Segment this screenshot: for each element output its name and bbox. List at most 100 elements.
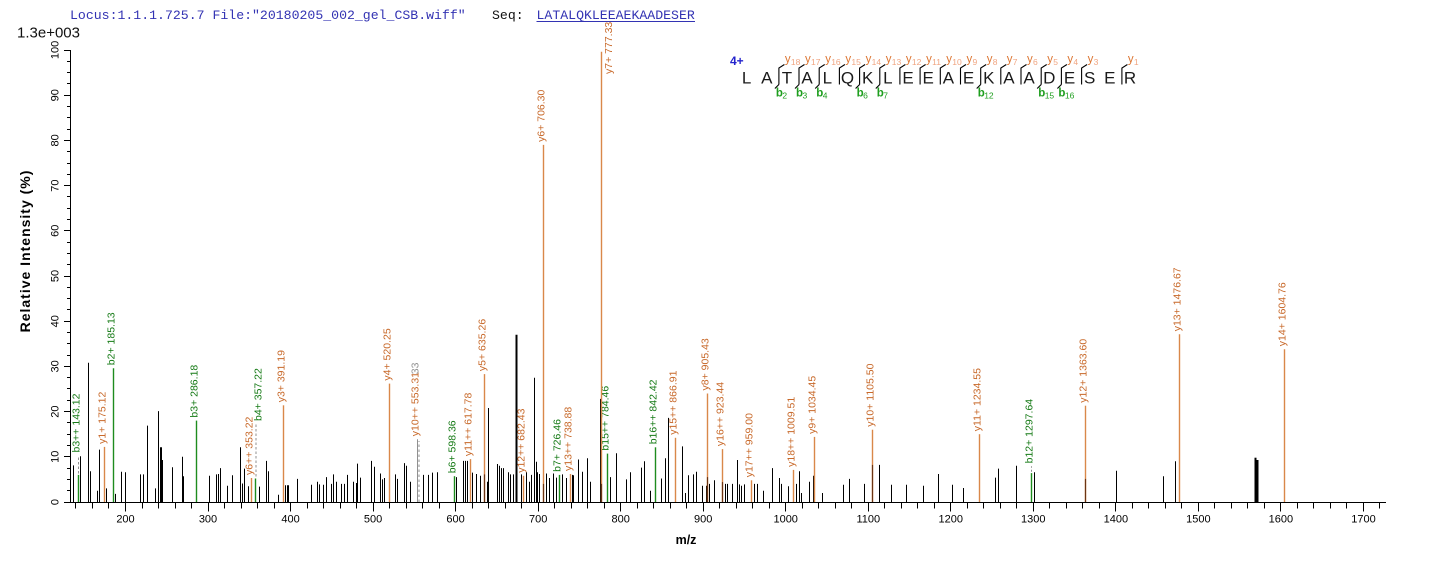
svg-text:16: 16 <box>831 57 841 67</box>
svg-text:y13+ 1476.67: y13+ 1476.67 <box>1172 267 1184 331</box>
svg-text:18: 18 <box>791 57 801 67</box>
svg-text:y10+ 1105.50: y10+ 1105.50 <box>865 363 877 426</box>
svg-text:300: 300 <box>199 514 217 526</box>
svg-text:20: 20 <box>50 405 62 417</box>
svg-text:3: 3 <box>1094 57 1099 67</box>
svg-text:17: 17 <box>811 57 821 67</box>
svg-text:y11+ 1234.55: y11+ 1234.55 <box>972 368 984 431</box>
svg-text:y6++ 353.22: y6++ 353.22 <box>244 416 256 475</box>
svg-text:33: 33 <box>410 362 422 374</box>
svg-text:15: 15 <box>851 57 861 67</box>
svg-text:1200: 1200 <box>939 514 963 526</box>
svg-text:y8+ 905.43: y8+ 905.43 <box>700 338 712 390</box>
svg-text:1000: 1000 <box>773 514 797 526</box>
svg-text:800: 800 <box>612 514 630 526</box>
svg-text:y13++ 738.88: y13++ 738.88 <box>563 407 575 471</box>
svg-text:m/z: m/z <box>676 533 697 547</box>
svg-text:b: b <box>776 88 783 100</box>
svg-text:y: y <box>967 54 973 66</box>
svg-text:15: 15 <box>1045 91 1055 101</box>
svg-text:10: 10 <box>50 451 62 463</box>
svg-text:b2+ 185.13: b2+ 185.13 <box>106 312 118 365</box>
svg-text:y: y <box>1088 54 1094 66</box>
svg-text:13: 13 <box>892 57 902 67</box>
svg-text:y18++ 1009.51: y18++ 1009.51 <box>786 397 798 467</box>
svg-text:Q: Q <box>841 69 854 88</box>
svg-text:E: E <box>902 69 913 88</box>
svg-text:10: 10 <box>952 57 962 67</box>
svg-text:1700: 1700 <box>1351 514 1375 526</box>
svg-text:6: 6 <box>863 91 868 101</box>
svg-text:700: 700 <box>529 514 547 526</box>
svg-text:T: T <box>782 69 792 88</box>
svg-text:400: 400 <box>281 514 299 526</box>
svg-text:LATALQKLEEAEKAADESER: LATALQKLEEAEKAADESER <box>537 8 695 23</box>
svg-text:b16++ 842.42: b16++ 842.42 <box>648 379 660 444</box>
svg-text:E: E <box>1064 69 1075 88</box>
svg-text:y: y <box>825 54 831 66</box>
svg-text:Locus:1.1.1.725.7 File:"201802: Locus:1.1.1.725.7 File:"20180205_002_gel… <box>70 8 466 23</box>
svg-text:12: 12 <box>912 57 922 67</box>
svg-text:4+: 4+ <box>730 54 744 68</box>
svg-text:b: b <box>857 88 864 100</box>
svg-text:K: K <box>862 69 874 88</box>
svg-text:R: R <box>1124 69 1136 88</box>
svg-text:b: b <box>816 88 823 100</box>
svg-text:b4+ 357.22: b4+ 357.22 <box>253 368 265 421</box>
svg-text:b: b <box>796 88 803 100</box>
svg-text:y: y <box>946 54 952 66</box>
svg-text:E: E <box>923 69 934 88</box>
svg-text:y: y <box>906 54 912 66</box>
svg-text:70: 70 <box>50 179 62 191</box>
svg-text:y: y <box>886 54 892 66</box>
svg-text:K: K <box>983 69 995 88</box>
svg-text:A: A <box>943 69 955 88</box>
svg-text:40: 40 <box>50 315 62 327</box>
svg-text:y: y <box>1067 54 1073 66</box>
svg-text:S: S <box>1084 69 1095 88</box>
svg-text:y: y <box>1128 54 1134 66</box>
svg-text:y: y <box>785 54 791 66</box>
svg-text:E: E <box>963 69 974 88</box>
svg-text:50: 50 <box>50 270 62 282</box>
svg-text:D: D <box>1043 69 1055 88</box>
svg-text:500: 500 <box>364 514 382 526</box>
svg-text:600: 600 <box>446 514 464 526</box>
svg-text:1300: 1300 <box>1021 514 1045 526</box>
svg-text:L: L <box>883 69 892 88</box>
svg-text:3: 3 <box>803 91 808 101</box>
svg-text:b: b <box>1038 88 1045 100</box>
svg-text:b: b <box>877 88 884 100</box>
svg-text:Seq:: Seq: <box>492 8 524 23</box>
svg-text:y: y <box>1007 54 1013 66</box>
svg-text:b: b <box>978 88 985 100</box>
svg-text:9: 9 <box>973 57 978 67</box>
svg-text:2: 2 <box>782 91 787 101</box>
svg-text:y: y <box>805 54 811 66</box>
svg-text:y10++ 553.31: y10++ 553.31 <box>410 372 422 436</box>
svg-text:y9+ 1034.45: y9+ 1034.45 <box>807 376 819 434</box>
svg-text:y: y <box>845 54 851 66</box>
svg-text:b6+ 598.36: b6+ 598.36 <box>447 420 459 473</box>
svg-text:y5+ 635.26: y5+ 635.26 <box>477 319 489 371</box>
svg-text:1600: 1600 <box>1269 514 1293 526</box>
svg-text:E: E <box>1104 69 1115 88</box>
svg-text:30: 30 <box>50 360 62 372</box>
svg-text:y12++ 682.43: y12++ 682.43 <box>516 408 528 472</box>
svg-text:900: 900 <box>694 514 712 526</box>
svg-text:7: 7 <box>1013 57 1018 67</box>
svg-text:100: 100 <box>50 41 62 59</box>
svg-text:y11++ 617.78: y11++ 617.78 <box>463 392 475 456</box>
svg-text:y17++ 959.00: y17++ 959.00 <box>744 413 756 477</box>
svg-text:y3+ 391.19: y3+ 391.19 <box>276 350 288 402</box>
svg-text:b3++ 143.12: b3++ 143.12 <box>71 393 83 452</box>
svg-text:L: L <box>742 69 751 88</box>
svg-text:y15++ 866.91: y15++ 866.91 <box>668 370 680 434</box>
svg-text:11: 11 <box>932 57 941 67</box>
svg-text:4: 4 <box>823 91 828 101</box>
svg-text:200: 200 <box>116 514 134 526</box>
svg-text:1500: 1500 <box>1186 514 1210 526</box>
svg-text:y7+ 777.33: y7+ 777.33 <box>603 22 615 74</box>
svg-text:y: y <box>926 54 932 66</box>
svg-text:14: 14 <box>872 57 882 67</box>
